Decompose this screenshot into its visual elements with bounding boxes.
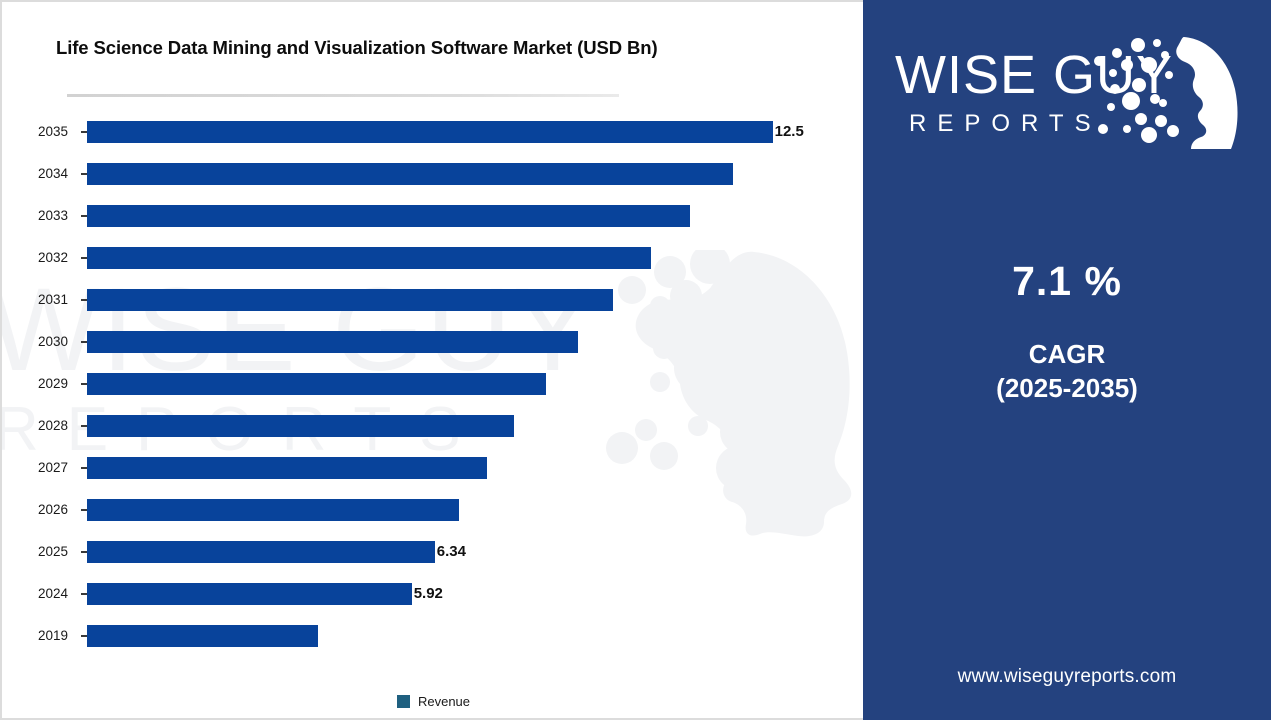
wiseguy-logo[interactable]: WISE GUY REPORTS: [863, 28, 1271, 158]
bar-row: 2025 6.34: [2, 541, 863, 583]
y-axis-tick-label: 2031: [37, 292, 68, 307]
plot-area: 2035 12.5 2034 2033 2032 2031 2030 2029 2028 2027…: [2, 2, 863, 718]
bar-row: 2027: [2, 457, 863, 499]
bar-row: 2035 12.5: [2, 121, 863, 163]
bar-row: 2024 5.92: [2, 583, 863, 625]
bar-value-label: 6.34: [436, 543, 466, 560]
y-axis-tick-mark: [81, 509, 87, 511]
bar[interactable]: [87, 289, 613, 311]
bar[interactable]: [87, 163, 734, 185]
chart-legend[interactable]: Revenue: [2, 694, 863, 709]
bar[interactable]: [87, 415, 515, 437]
wiseguy-logo-icon: WISE GUY REPORTS: [895, 37, 1238, 149]
cagr-label: CAGR (2025-2035): [863, 338, 1271, 406]
y-axis-tick-label: 2035: [37, 124, 68, 139]
bar[interactable]: [87, 625, 318, 647]
y-axis-tick-mark: [81, 131, 87, 133]
y-axis-tick-mark: [81, 173, 87, 175]
y-axis-tick-label: 2032: [37, 250, 68, 265]
bar[interactable]: [87, 499, 460, 521]
y-axis-tick-label: 2030: [37, 334, 68, 349]
bar[interactable]: [87, 457, 487, 479]
cagr-label-line2: (2025-2035): [996, 372, 1138, 403]
bar[interactable]: [87, 373, 546, 395]
y-axis-tick-label: 2024: [37, 586, 68, 601]
y-axis-tick-label: 2029: [37, 376, 68, 391]
chart-panel: WISE GUY REPORTS: [0, 0, 863, 720]
cagr-value: 7.1 %: [1012, 258, 1122, 304]
y-axis-tick-mark: [81, 257, 87, 259]
bar-row: 2029: [2, 373, 863, 415]
brand-panel: WISE GUY REPORTS 7.1 %: [863, 0, 1271, 720]
y-axis-tick-label: 2026: [37, 502, 68, 517]
legend-label: Revenue: [417, 694, 471, 709]
bar[interactable]: [87, 541, 435, 563]
legend-swatch-icon: [396, 695, 410, 708]
bar[interactable]: [87, 205, 690, 227]
bar-row: 2034: [2, 163, 863, 205]
y-axis-tick-mark: [81, 215, 87, 217]
bar-row: 2026: [2, 499, 863, 541]
y-axis-tick-label: 2019: [37, 628, 68, 643]
bar-row: 2028: [2, 415, 863, 457]
y-axis-tick-label: 2028: [37, 418, 68, 433]
bar-row: 2033: [2, 205, 863, 247]
bar-value-label: 5.92: [413, 585, 443, 602]
bar-row: 2030: [2, 331, 863, 373]
y-axis-tick-mark: [81, 593, 87, 595]
chart-title: Life Science Data Mining and Visualizati…: [56, 37, 658, 58]
bar-row: 2019: [2, 625, 863, 667]
y-axis-tick-mark: [81, 341, 87, 343]
website-url[interactable]: www.wiseguyreports.com: [957, 666, 1177, 687]
y-axis-tick-label: 2033: [37, 208, 68, 223]
bar[interactable]: [87, 331, 578, 353]
y-axis-tick-label: 2027: [37, 460, 68, 475]
y-axis-tick-label: 2034: [37, 166, 68, 181]
y-axis-tick-mark: [81, 635, 87, 637]
bar[interactable]: [87, 121, 773, 143]
y-axis-tick-mark: [81, 383, 87, 385]
y-axis-tick-mark: [81, 425, 87, 427]
bar-row: 2032: [2, 247, 863, 289]
y-axis-tick-label: 2025: [37, 544, 68, 559]
cagr-label-line1: CAGR: [1028, 339, 1106, 369]
logo-head-icon: [1094, 37, 1238, 149]
y-axis-tick-mark: [81, 467, 87, 469]
y-axis-tick-mark: [81, 551, 87, 553]
title-divider: [67, 94, 619, 97]
bar-row: 2031: [2, 289, 863, 331]
y-axis-tick-mark: [81, 299, 87, 301]
bar[interactable]: [87, 583, 412, 605]
bar[interactable]: [87, 247, 651, 269]
logo-secondary-text: REPORTS: [909, 110, 1102, 137]
bar-value-label: 12.5: [774, 123, 804, 140]
